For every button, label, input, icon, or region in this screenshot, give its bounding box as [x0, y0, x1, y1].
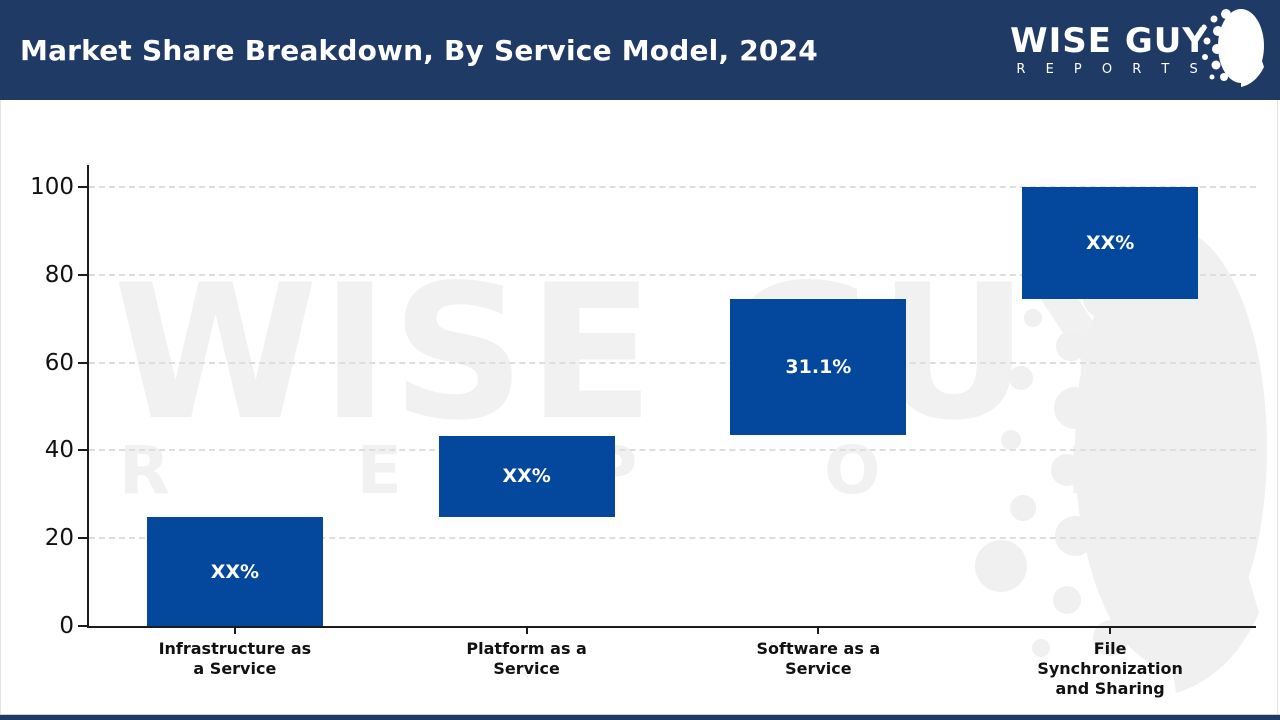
y-axis-tick-100 — [78, 186, 87, 188]
category-label: Software as a Service — [668, 639, 968, 679]
y-axis-tick-60 — [78, 361, 87, 364]
brand-logo: WISE GUY R E P O R T S — [1010, 7, 1266, 93]
x-axis-tick — [525, 626, 528, 634]
category-label-line: Synchronization — [1037, 659, 1183, 678]
category-label-line: Service — [493, 659, 560, 678]
bar-value-label: XX% — [1085, 231, 1135, 254]
gridline-40 — [89, 449, 1256, 452]
category-label: File Synchronization and Sharing — [960, 639, 1260, 699]
category-label: Platform as a Service — [377, 639, 677, 679]
y-axis-tick-label-20: 20 — [44, 525, 74, 552]
bar-segment: XX% — [1022, 187, 1199, 299]
page-title: Market Share Breakdown, By Service Model… — [20, 33, 818, 67]
y-axis-line — [87, 165, 89, 628]
bar-segment: XX% — [146, 517, 323, 626]
gridline-80 — [89, 273, 1256, 276]
y-axis-tick-label-0: 0 — [59, 613, 74, 639]
x-axis-tick — [817, 626, 820, 634]
brand-tagline: R E P O R T S — [1016, 61, 1206, 77]
brand-name: WISE GUY — [1010, 20, 1208, 61]
header-bar: Market Share Breakdown, By Service Model… — [0, 0, 1280, 100]
footer-bar — [0, 715, 1280, 720]
footer-divider — [0, 714, 1280, 715]
y-axis-tick-label-60: 60 — [44, 349, 74, 376]
y-axis-tick-40 — [78, 449, 87, 452]
category-label-line: Platform as a — [466, 639, 587, 658]
bar-value-label: XX% — [210, 560, 260, 583]
bar-segment: XX% — [438, 435, 615, 518]
x-axis-tick — [1109, 626, 1112, 634]
category-label-line: Infrastructure as — [158, 639, 312, 658]
watermark-brand-name: WISE GUY — [113, 244, 1168, 461]
y-axis-tick-0 — [78, 625, 87, 627]
chart-area: WISE GUY R E P O R T S — [0, 100, 1280, 714]
bar-value-label: XX% — [502, 465, 551, 488]
x-axis-tick — [233, 626, 236, 634]
category-label-line: Software as a — [756, 639, 881, 658]
brand-logo-text: WISE GUY R E P O R T S — [1010, 24, 1208, 77]
y-axis-tick-label-100: 100 — [30, 174, 74, 200]
y-axis-tick-80 — [78, 273, 87, 276]
bar-value-label: 31.1% — [785, 356, 852, 379]
bar-segment: 31.1% — [730, 298, 907, 436]
plot-area: 0 20 40 60 80 100 XX% Infrastructure as a Servic… — [30, 165, 1256, 698]
wise-guy-head-icon — [1192, 7, 1266, 93]
category-label-line: and Sharing — [1055, 679, 1165, 698]
category-label-line: File — [1093, 639, 1127, 658]
y-axis-tick-20 — [78, 537, 87, 540]
y-axis-tick-label-80: 80 — [44, 261, 74, 288]
y-axis-tick-label-40: 40 — [44, 437, 74, 464]
gridline-60 — [89, 361, 1256, 364]
category-label-line: a Service — [193, 659, 277, 678]
x-axis-line — [87, 626, 1256, 628]
category-label: Infrastructure as a Service — [85, 639, 385, 679]
gridline-100 — [89, 186, 1256, 188]
gridline-20 — [89, 537, 1256, 540]
category-label-line: Service — [785, 659, 852, 678]
